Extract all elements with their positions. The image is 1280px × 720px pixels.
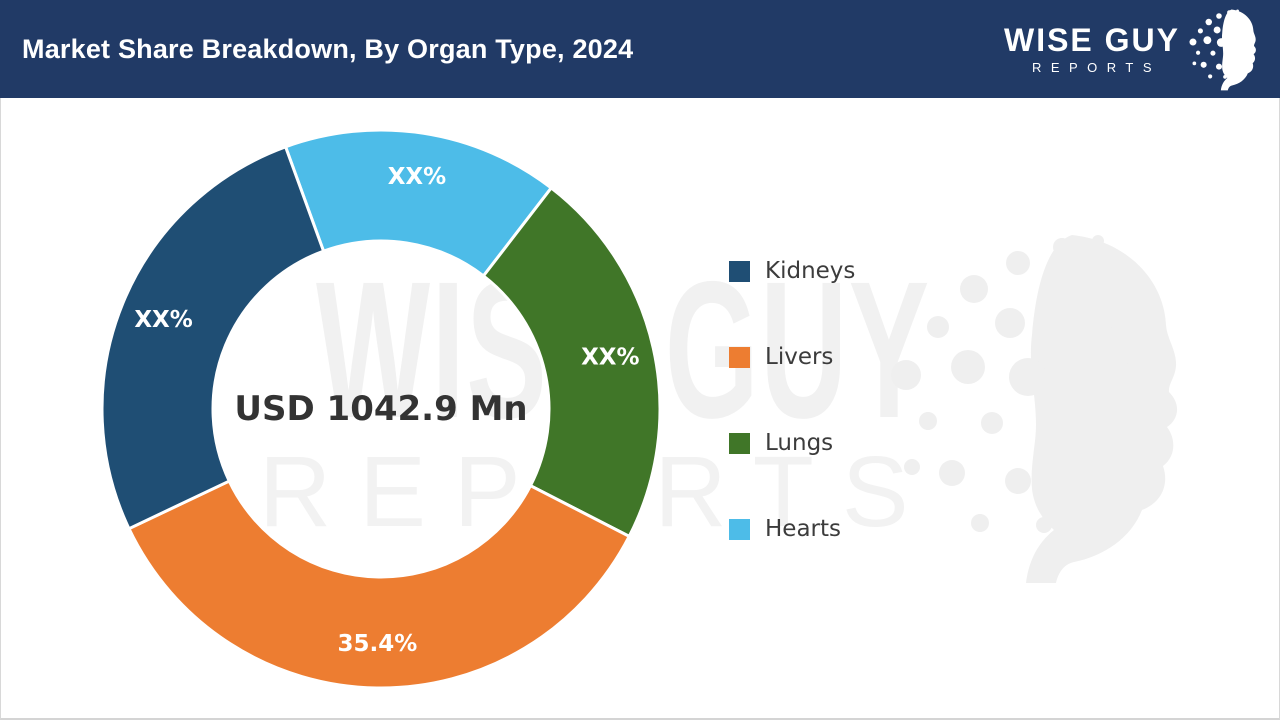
legend-item-kidneys[interactable]: Kidneys [729,258,855,284]
logo-subtitle: REPORTS [1031,60,1162,75]
slice-label-hearts: XX% [388,164,447,190]
legend-label: Kidneys [765,258,856,284]
logo-wordmark: WISE GUY [1003,22,1180,58]
legend-swatch [729,518,750,540]
donut-center-value: USD 1042.9 Mn [234,389,528,429]
slice-label-livers: 35.4% [337,631,417,657]
legend-swatch [729,346,750,368]
legend-swatch [729,260,750,282]
logo-face-icon [1189,9,1256,91]
slice-livers[interactable] [126,479,632,690]
slice-lungs[interactable] [481,185,662,539]
legend-label: Livers [765,344,834,370]
legend-swatch [729,432,750,454]
legend-label: Hearts [765,516,841,542]
brand-logo: WISE GUY REPORTS [1004,7,1258,91]
slice-label-kidneys: XX% [134,307,193,333]
legend-item-hearts[interactable]: Hearts [729,516,855,542]
slice-kidneys[interactable] [100,144,326,531]
header-bar: Market Share Breakdown, By Organ Type, 2… [0,0,1280,98]
donut-chart: XX% XX% 35.4% XX% [100,128,662,690]
slice-label-lungs: XX% [581,345,640,371]
page-title: Market Share Breakdown, By Organ Type, 2… [22,33,634,64]
legend-label: Lungs [765,430,834,456]
slice-hearts[interactable] [283,128,554,278]
legend-item-livers[interactable]: Livers [729,344,855,370]
legend-item-lungs[interactable]: Lungs [729,430,855,456]
chart-panel: WISE GUY REPORTS XX%XX%35.4%XX% USD 1042… [0,98,1280,720]
chart-legend: Kidneys Livers Lungs Hearts [729,258,855,602]
watermark-face-icon [891,235,1178,583]
